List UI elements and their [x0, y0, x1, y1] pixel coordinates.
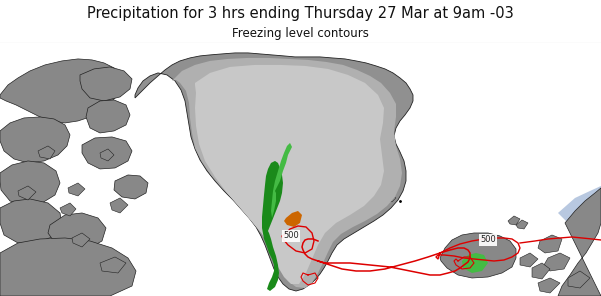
Polygon shape [172, 58, 402, 288]
Polygon shape [0, 199, 62, 243]
Polygon shape [440, 233, 516, 278]
Polygon shape [0, 238, 136, 296]
Polygon shape [82, 137, 132, 169]
Polygon shape [538, 278, 560, 293]
Polygon shape [538, 235, 562, 253]
Polygon shape [520, 253, 538, 267]
Text: Precipitation for 3 hrs ending Thursday 27 Mar at 9am -03: Precipitation for 3 hrs ending Thursday … [87, 6, 514, 21]
Polygon shape [86, 100, 130, 133]
Polygon shape [558, 186, 601, 221]
Polygon shape [110, 198, 128, 213]
Polygon shape [388, 195, 396, 202]
Polygon shape [72, 233, 90, 247]
Polygon shape [544, 253, 570, 271]
Polygon shape [0, 161, 60, 206]
Polygon shape [508, 216, 520, 225]
Polygon shape [100, 257, 126, 273]
Polygon shape [262, 161, 283, 291]
Polygon shape [80, 67, 132, 101]
Polygon shape [100, 149, 114, 161]
Polygon shape [0, 59, 122, 123]
Polygon shape [114, 175, 148, 199]
Polygon shape [135, 53, 413, 291]
Polygon shape [68, 183, 85, 196]
Polygon shape [516, 220, 528, 229]
Polygon shape [271, 143, 292, 218]
Polygon shape [195, 65, 384, 284]
Text: 500: 500 [480, 236, 496, 244]
Polygon shape [0, 117, 70, 163]
Polygon shape [38, 146, 55, 159]
Polygon shape [568, 271, 590, 288]
Polygon shape [18, 186, 36, 200]
Polygon shape [60, 203, 76, 216]
Polygon shape [532, 263, 550, 279]
Polygon shape [48, 213, 106, 251]
Polygon shape [284, 211, 302, 227]
Text: 500: 500 [283, 231, 299, 240]
Polygon shape [558, 188, 601, 296]
Text: Freezing level contours: Freezing level contours [232, 27, 369, 40]
Polygon shape [462, 253, 488, 273]
